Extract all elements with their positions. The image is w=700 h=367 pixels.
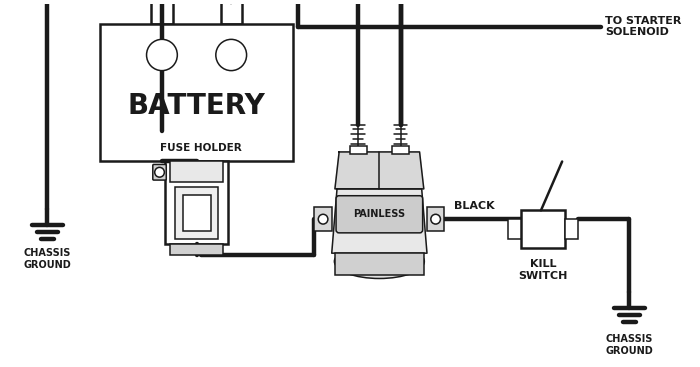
Text: CHASSIS
GROUND: CHASSIS GROUND: [24, 248, 71, 270]
FancyBboxPatch shape: [175, 187, 218, 239]
Circle shape: [155, 167, 164, 177]
FancyBboxPatch shape: [336, 196, 423, 233]
FancyBboxPatch shape: [427, 207, 444, 231]
FancyBboxPatch shape: [220, 2, 241, 24]
FancyBboxPatch shape: [349, 146, 367, 154]
FancyBboxPatch shape: [564, 219, 578, 239]
Circle shape: [146, 39, 177, 70]
FancyBboxPatch shape: [153, 164, 167, 180]
FancyBboxPatch shape: [151, 2, 172, 24]
Text: FUSE HOLDER: FUSE HOLDER: [160, 143, 242, 153]
FancyBboxPatch shape: [100, 24, 293, 160]
Ellipse shape: [335, 244, 424, 279]
Text: CHASSIS
GROUND: CHASSIS GROUND: [606, 334, 653, 356]
Text: BATTERY: BATTERY: [127, 92, 265, 120]
Text: PAINLESS: PAINLESS: [354, 209, 405, 219]
Circle shape: [318, 214, 328, 224]
FancyBboxPatch shape: [392, 146, 410, 154]
Polygon shape: [332, 189, 427, 253]
Text: KILL
SWITCH: KILL SWITCH: [518, 259, 568, 281]
FancyBboxPatch shape: [335, 253, 424, 275]
FancyBboxPatch shape: [314, 207, 332, 231]
FancyBboxPatch shape: [165, 160, 228, 244]
Text: BLACK: BLACK: [454, 201, 495, 211]
FancyBboxPatch shape: [170, 244, 223, 255]
FancyBboxPatch shape: [183, 195, 211, 231]
Circle shape: [216, 39, 246, 70]
FancyBboxPatch shape: [170, 160, 223, 182]
Text: TO STARTER
SOLENOID: TO STARTER SOLENOID: [606, 16, 682, 37]
Polygon shape: [335, 152, 424, 189]
Circle shape: [430, 214, 440, 224]
FancyBboxPatch shape: [522, 210, 564, 247]
FancyBboxPatch shape: [508, 219, 522, 239]
